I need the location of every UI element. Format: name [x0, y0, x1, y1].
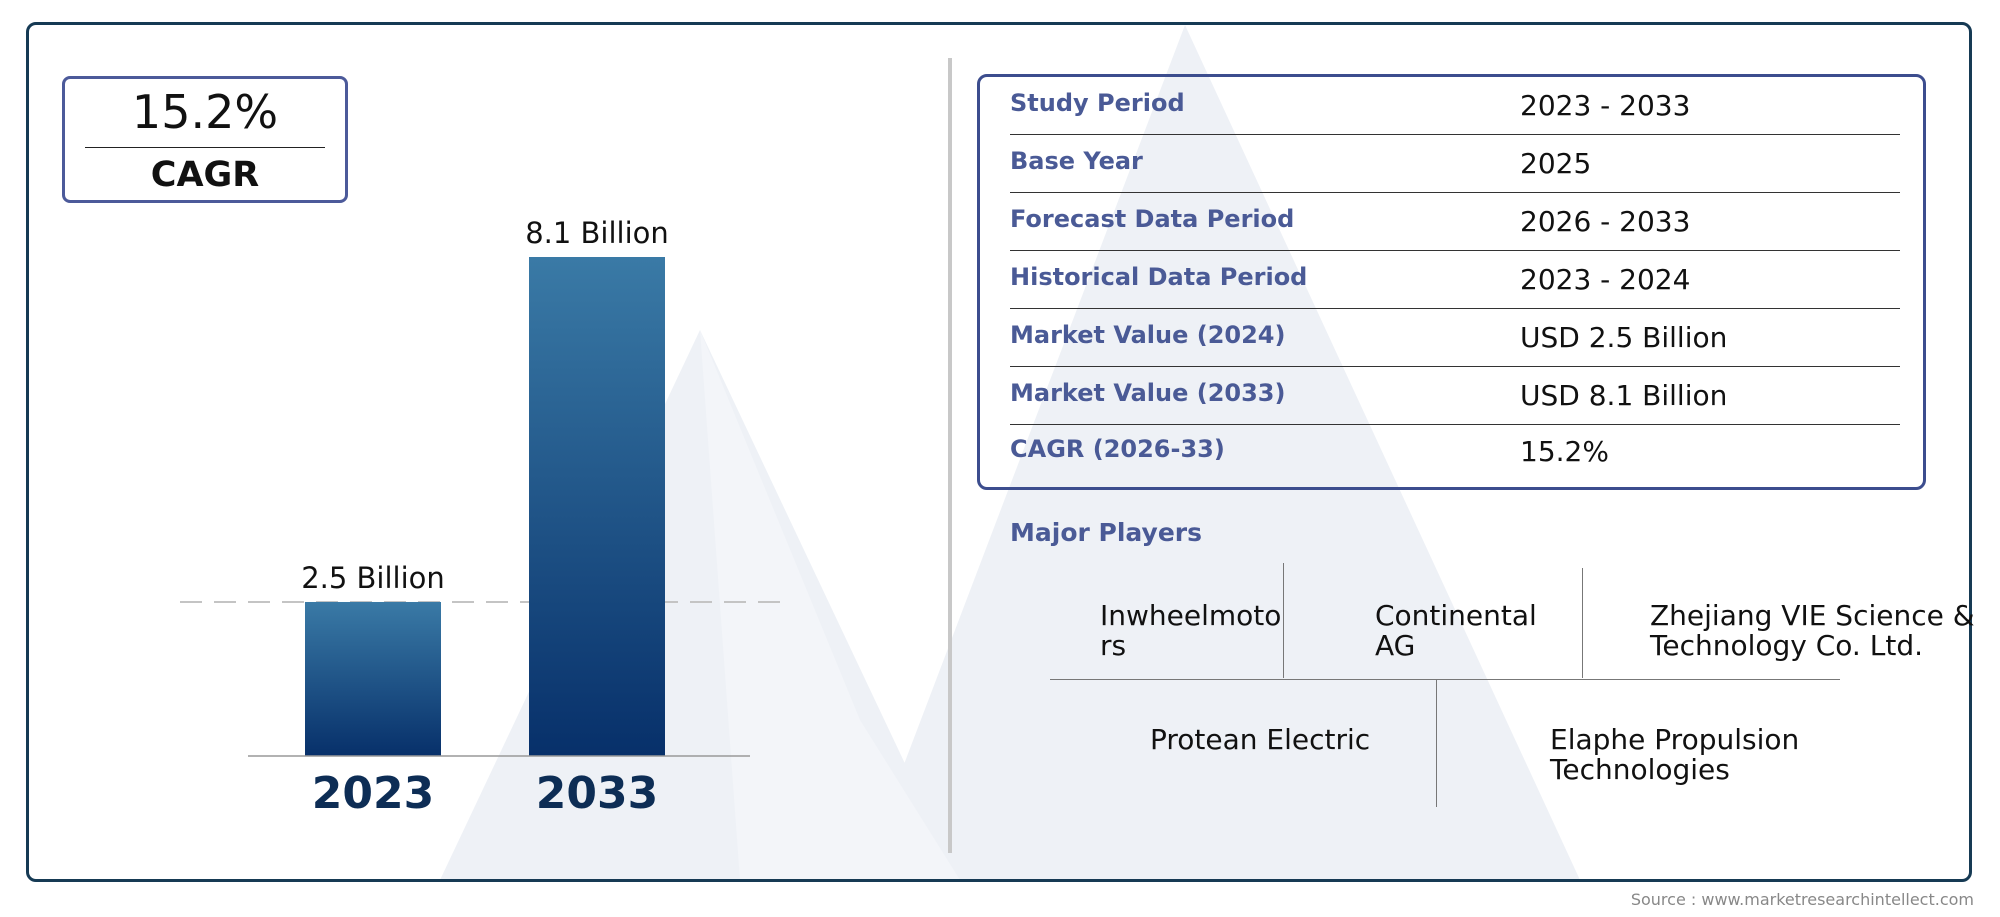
section-divider	[948, 58, 952, 853]
player-name-line: Elaphe Propulsion	[1550, 723, 1800, 756]
row-value: 2026 - 2033	[1520, 205, 1691, 238]
data-label-2033: 8.1 Billion	[525, 216, 669, 250]
table-row: Forecast Data Period 2026 - 2033	[1010, 193, 1900, 251]
player-divider	[1436, 680, 1437, 807]
row-value: USD 2.5 Billion	[1520, 321, 1728, 354]
player-item: Inwheelmoto rs	[1100, 601, 1281, 661]
row-value: USD 8.1 Billion	[1520, 379, 1728, 412]
row-label: Forecast Data Period	[1010, 205, 1295, 233]
player-name-line: AG	[1375, 629, 1416, 662]
table-row: Historical Data Period 2023 - 2024	[1010, 251, 1900, 309]
table-row: Base Year 2025	[1010, 135, 1900, 193]
row-label: Study Period	[1010, 89, 1185, 117]
player-name-line: Inwheelmoto	[1100, 599, 1282, 632]
major-players-heading: Major Players	[1010, 518, 1202, 547]
table-row: CAGR (2026-33) 15.2%	[1010, 423, 1900, 481]
player-name-line: Zhejiang VIE Science &	[1650, 599, 1975, 632]
bar-2023	[305, 601, 441, 756]
player-name-line: Protean Electric	[1150, 723, 1371, 756]
cagr-label: CAGR	[150, 155, 260, 195]
player-item: Continental AG	[1375, 601, 1537, 661]
player-name-line: rs	[1100, 629, 1127, 662]
row-label: Market Value (2024)	[1010, 321, 1286, 349]
x-tick-label-2033: 2033	[536, 768, 658, 819]
player-divider	[1050, 679, 1840, 680]
bar-chart: 2.5 Billion 8.1 Billion 2023 2033	[180, 216, 790, 819]
row-value: 2023 - 2024	[1520, 263, 1691, 296]
source-credit: Source : www.marketresearchintellect.com	[1630, 890, 1974, 909]
table-row: Market Value (2024) USD 2.5 Billion	[1010, 309, 1900, 367]
row-label: Historical Data Period	[1010, 263, 1308, 291]
market-summary-table: Study Period 2023 - 2033 Base Year 2025 …	[977, 74, 1926, 490]
row-label: Market Value (2033)	[1010, 379, 1286, 407]
table-row: Study Period 2023 - 2033	[1010, 77, 1900, 135]
data-label-2023: 2.5 Billion	[301, 561, 445, 595]
bar-2033	[529, 257, 665, 756]
row-value: 2023 - 2033	[1520, 89, 1691, 122]
row-label: Base Year	[1010, 147, 1143, 175]
player-name-line: Technologies	[1550, 753, 1730, 786]
row-label: CAGR (2026-33)	[1010, 435, 1225, 463]
player-name-line: Technology Co. Ltd.	[1650, 629, 1923, 662]
player-divider	[1582, 568, 1583, 678]
player-name-line: Continental	[1375, 599, 1537, 632]
cagr-value: 15.2%	[131, 85, 279, 139]
cagr-badge: 15.2% CAGR	[62, 76, 348, 203]
player-divider	[1283, 563, 1284, 678]
row-value: 2025	[1520, 147, 1592, 180]
table-row: Market Value (2033) USD 8.1 Billion	[1010, 367, 1900, 425]
player-item: Elaphe Propulsion Technologies	[1550, 725, 1799, 785]
row-value: 15.2%	[1520, 435, 1609, 468]
outer-frame	[26, 22, 1972, 882]
x-tick-label-2023: 2023	[312, 768, 434, 819]
player-item: Zhejiang VIE Science & Technology Co. Lt…	[1650, 601, 1975, 661]
player-item: Protean Electric	[1150, 725, 1370, 755]
cagr-divider	[85, 147, 325, 148]
